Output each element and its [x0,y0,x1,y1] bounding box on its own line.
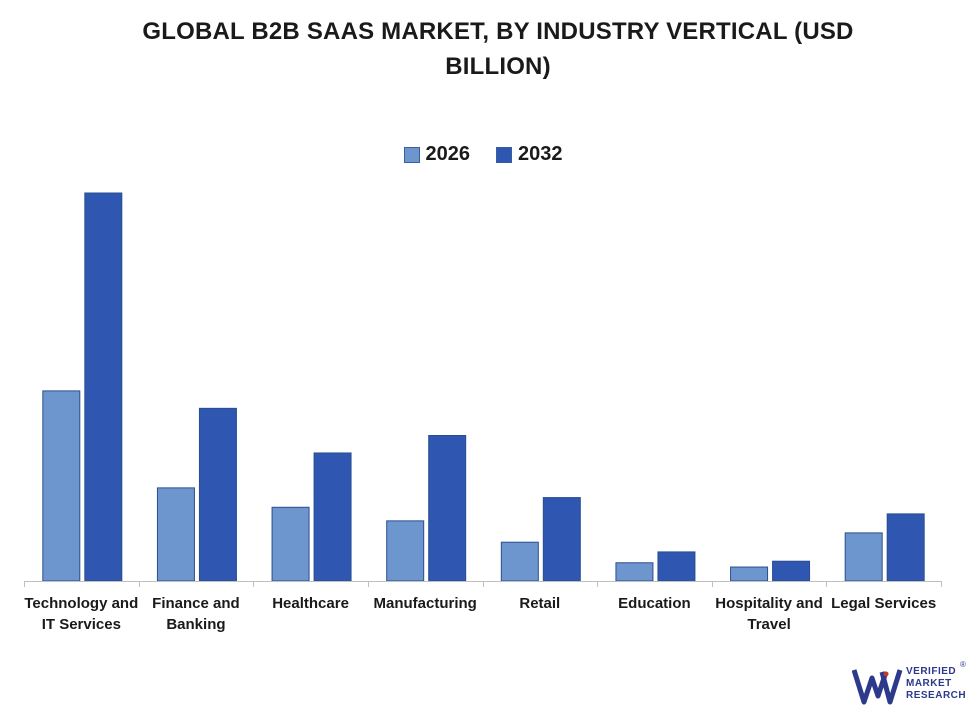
chart-title-line-1: GLOBAL B2B SAAS MARKET, BY INDUSTRY VERT… [142,18,854,45]
bar-2026-0 [42,390,81,582]
x-tick-label-line: Retail [519,595,560,612]
x-tick-label-line: Legal Services [831,595,936,612]
x-tick-label-line: Healthcare [272,595,349,612]
vmr-logo-icon [852,669,903,705]
x-tick-label-line: Travel [747,616,790,633]
chart-title-line-2: BILLION) [445,53,551,80]
legend-swatch-2032 [496,146,512,163]
bar-2026-1 [156,487,195,582]
x-tick-label-5: Education [618,595,691,612]
bar-2026-2 [271,506,310,582]
bar-2032-1 [198,407,237,582]
x-tick-label-3: Manufacturing [374,595,477,612]
x-tick-label-2: Healthcare [272,595,349,612]
bar-2032-6 [772,560,811,582]
bar-2026-6 [730,566,769,582]
chart-title: GLOBAL B2B SAAS MARKET, BY INDUSTRY VERT… [100,14,896,84]
bar-2032-3 [428,435,467,582]
bar-2032-0 [84,192,123,582]
x-tick-label-line: Banking [166,616,225,633]
x-tick-label-0: Technology and IT Services [24,595,138,633]
registered-mark: ® [960,660,966,669]
legend-label-2032: 2032 [518,143,563,165]
x-tick-label-line: Hospitality and [715,595,823,612]
legend-item-2026: 2026 [403,143,471,166]
x-tick-label-4: Retail [519,595,560,612]
logo-wordmark: VERIFIED MARKET RESEARCH [906,666,966,702]
x-tick-label-line: Technology and [24,595,138,612]
bar-2032-5 [657,551,696,582]
x-tick-label-line: Education [618,595,691,612]
x-tick-label-line: Finance and [152,595,240,612]
legend-swatch-2026 [403,146,420,163]
bar-2026-5 [615,562,654,582]
x-tick-label-line: IT Services [42,616,121,633]
logo-line-research: RESEARCH [906,690,966,701]
logo-line-verified: VERIFIED [906,666,957,677]
x-tick-label-7: Legal Services [831,595,936,612]
bar-2032-2 [313,452,352,582]
bar-2032-4 [542,497,581,582]
x-tick-label-line: Manufacturing [374,595,477,612]
legend-label-2026: 2026 [425,143,471,165]
bar-2026-7 [844,532,883,582]
x-tick-label-6: Hospitality and Travel [715,595,823,633]
legend-item-2032: 2032 [496,143,563,166]
x-tick-label-1: Finance and Banking [152,595,240,633]
chart-legend: 2026 2032 [0,143,966,166]
logo-line-market: MARKET [906,678,952,689]
verified-market-research-logo: VERIFIED MARKET RESEARCH ® [852,660,966,710]
bar-2026-3 [386,520,425,582]
bar-2032-7 [886,513,925,582]
bar-2026-4 [500,541,539,582]
